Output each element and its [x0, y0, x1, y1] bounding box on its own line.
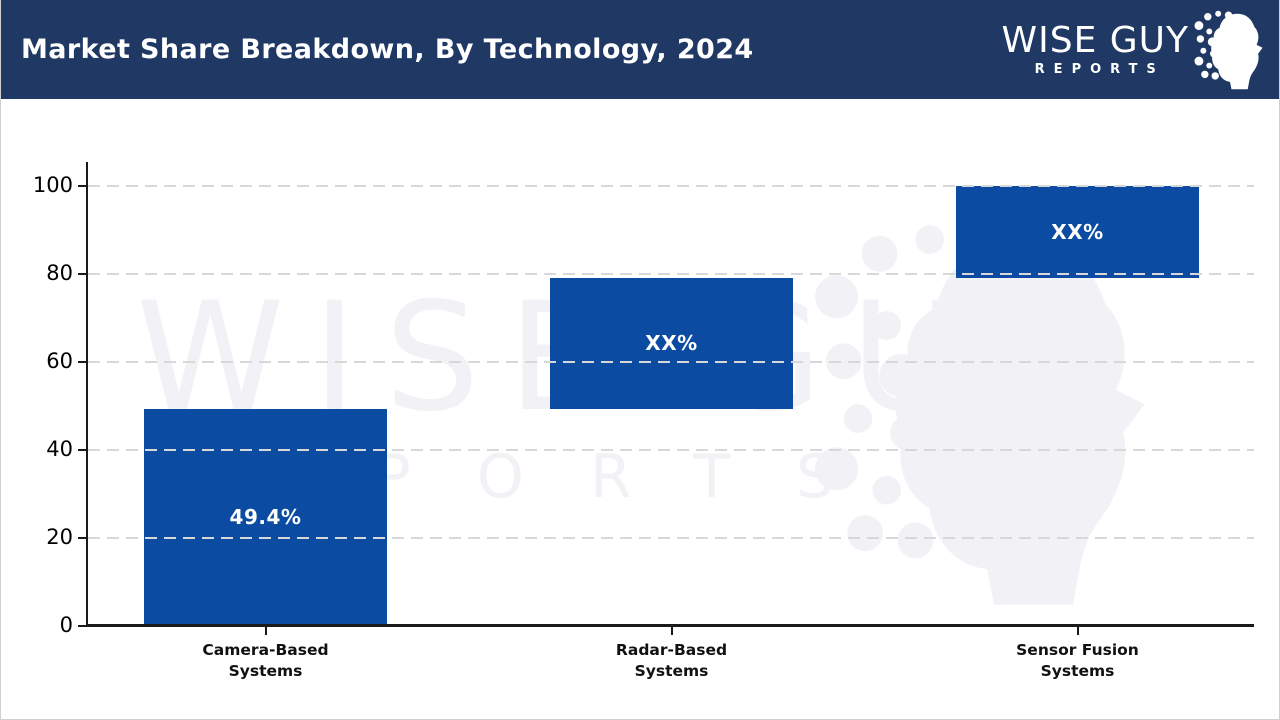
gridline-40: [88, 449, 1254, 451]
bar-2: XX%: [956, 186, 1199, 278]
y-tick-mark-40: [78, 449, 86, 451]
logo-wordmark: WISE GUY: [1001, 20, 1189, 61]
y-tick-mark-60: [78, 361, 86, 363]
y-tick-label-80: 80: [46, 261, 73, 285]
x-tick-mark-0: [264, 627, 267, 635]
x-tick-mark-2: [1076, 627, 1079, 635]
y-tick-label-40: 40: [46, 437, 73, 461]
y-tick-mark-0: [78, 625, 86, 627]
y-tick-mark-100: [78, 185, 86, 187]
x-category-label-0: Camera-Based Systems: [202, 641, 329, 680]
gridline-80: [88, 273, 1254, 275]
y-tick-label-0: 0: [59, 613, 73, 637]
bar-1: XX%: [550, 277, 793, 409]
y-tick-label-100: 100: [32, 173, 73, 197]
gridline-20: [88, 537, 1254, 539]
y-tick-label-60: 60: [46, 349, 73, 373]
gridline-60: [88, 361, 1254, 363]
y-tick-label-20: 20: [46, 525, 73, 549]
logo-subtitle: REPORTS: [1034, 62, 1165, 77]
gridline-100: [88, 185, 1254, 187]
logo-head-icon: [1193, 9, 1267, 91]
bar-value-label: 49.4%: [229, 505, 302, 530]
x-axis-spine: [86, 624, 1254, 627]
x-tick-mark-1: [670, 627, 673, 635]
x-category-label-1: Radar-Based Systems: [615, 641, 728, 680]
y-tick-mark-80: [78, 273, 86, 275]
x-category-label-2: Sensor Fusion Systems: [1016, 641, 1139, 680]
header-bar: Market Share Breakdown, By Technology, 2…: [1, 0, 1279, 99]
bar-value-label: XX%: [1051, 219, 1104, 244]
bar-value-label: XX%: [645, 331, 698, 356]
bar-0: 49.4%: [144, 408, 387, 626]
y-axis-spine: [86, 162, 88, 626]
logo-text: WISE GUY REPORTS: [1002, 22, 1190, 78]
wise-guy-logo: WISE GUY REPORTS: [1002, 6, 1268, 94]
y-tick-mark-20: [78, 537, 86, 539]
page-title: Market Share Breakdown, By Technology, 2…: [21, 34, 754, 65]
